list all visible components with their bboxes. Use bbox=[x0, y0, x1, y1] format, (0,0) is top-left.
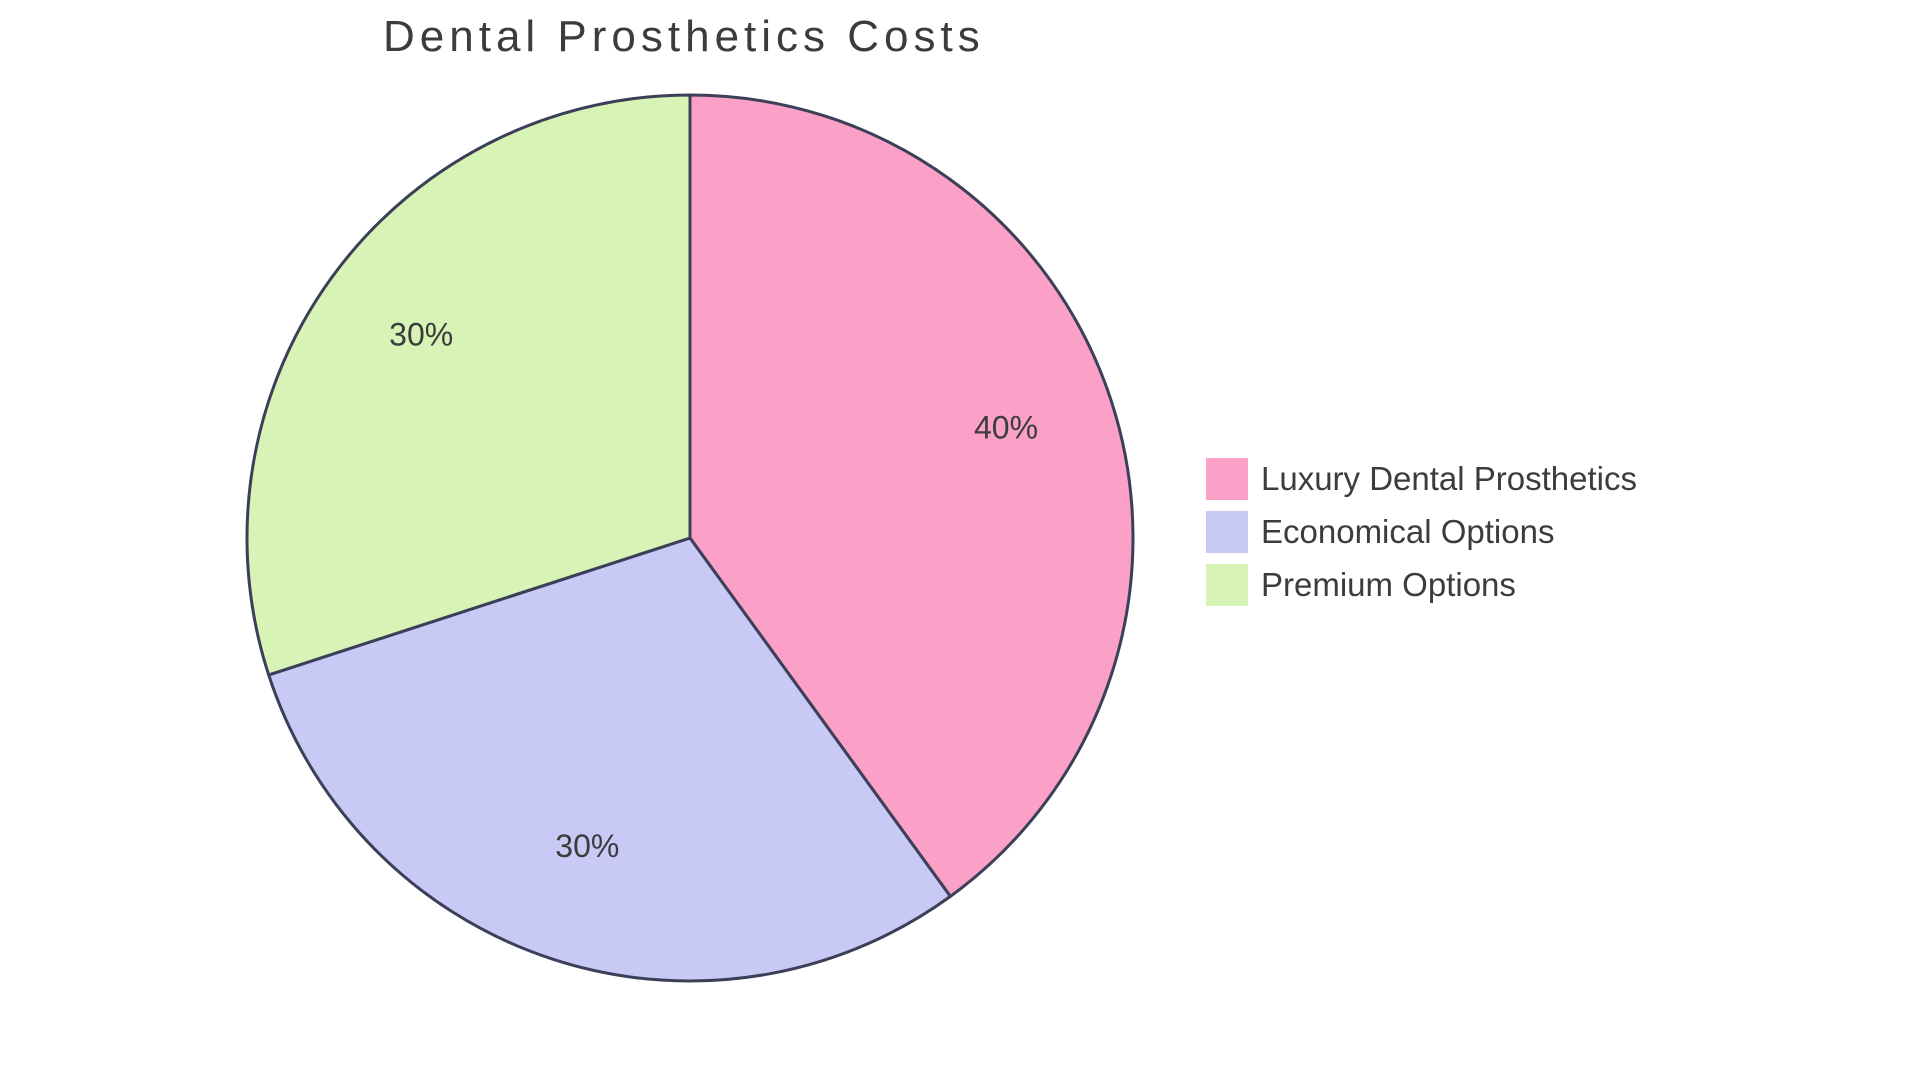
legend-swatch bbox=[1206, 564, 1248, 606]
legend-label: Economical Options bbox=[1261, 513, 1555, 550]
legend-item: Economical Options bbox=[1206, 511, 1637, 553]
legend-item: Premium Options bbox=[1206, 564, 1637, 606]
legend-label: Luxury Dental Prosthetics bbox=[1261, 460, 1638, 497]
legend-swatch bbox=[1206, 511, 1248, 553]
slice-percent-label: 30% bbox=[389, 317, 453, 353]
pie-slice-2 bbox=[245, 93, 692, 677]
legend-item: Luxury Dental Prosthetics bbox=[1206, 458, 1637, 500]
chart-title: Dental Prosthetics Costs bbox=[383, 12, 985, 61]
slice-percent-label: 40% bbox=[974, 409, 1038, 445]
slice-percent-label: 30% bbox=[555, 828, 619, 864]
legend-label: Premium Options bbox=[1261, 566, 1516, 603]
pie-slice-0 bbox=[688, 93, 1135, 898]
pie-slice-1 bbox=[267, 536, 952, 983]
legend-swatch bbox=[1206, 458, 1248, 500]
legend: Luxury Dental Prosthetics Economical Opt… bbox=[1206, 458, 1637, 606]
